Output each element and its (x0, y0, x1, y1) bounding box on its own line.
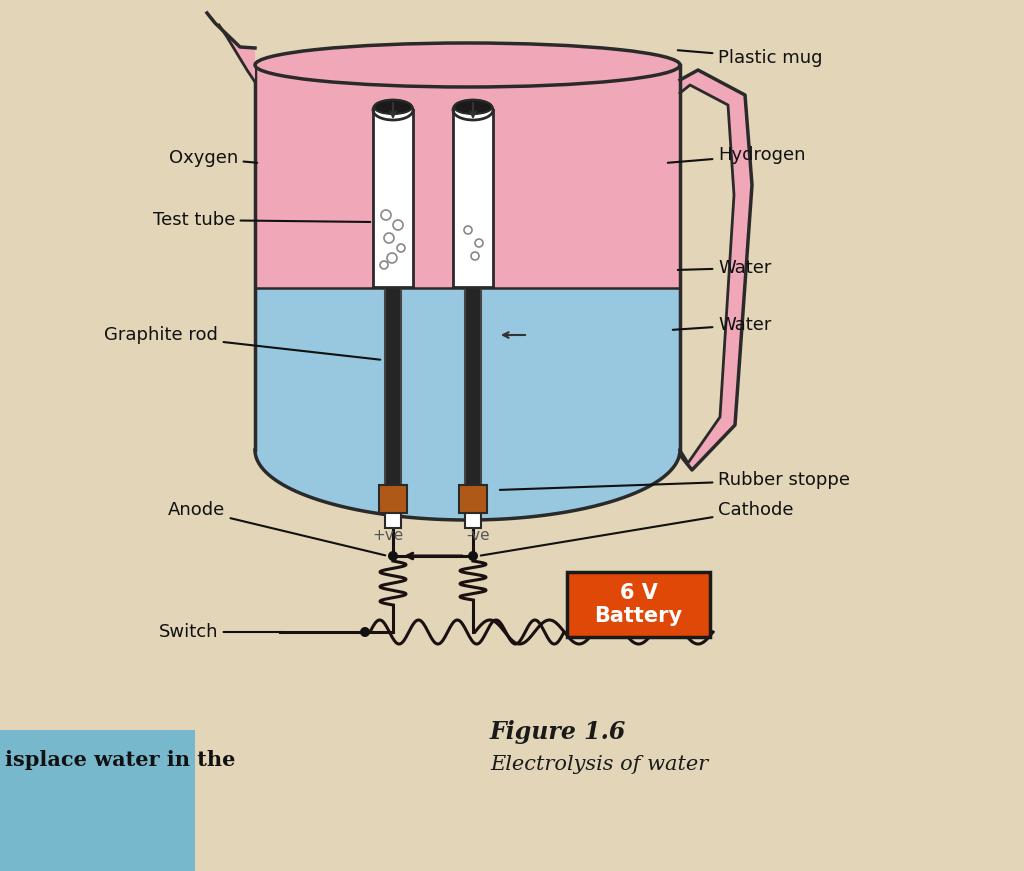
Circle shape (388, 551, 398, 561)
FancyBboxPatch shape (567, 572, 710, 637)
Circle shape (360, 627, 370, 637)
Bar (379, 485, 407, 513)
Text: +ve: +ve (373, 528, 403, 543)
Text: Cathode: Cathode (480, 501, 794, 556)
Bar (465, 113, 481, 485)
Polygon shape (680, 70, 752, 470)
Text: Electrolysis of water: Electrolysis of water (490, 755, 709, 774)
Polygon shape (255, 65, 680, 288)
Text: Anode: Anode (168, 501, 385, 556)
Ellipse shape (453, 100, 493, 120)
Text: isplace water in the: isplace water in the (5, 750, 236, 770)
Text: Test tube: Test tube (153, 211, 371, 229)
Text: 6 V
Battery: 6 V Battery (595, 583, 683, 626)
Polygon shape (255, 288, 680, 520)
Text: Graphite rod: Graphite rod (104, 326, 380, 360)
Bar (385, 113, 401, 485)
Bar (465, 513, 481, 528)
Ellipse shape (255, 43, 680, 87)
Bar (459, 485, 487, 513)
Bar (0, 730, 195, 871)
Text: Switch: Switch (159, 623, 283, 641)
Bar (373, 110, 413, 287)
Circle shape (468, 551, 478, 561)
Text: Water: Water (678, 259, 771, 277)
Bar (385, 513, 401, 528)
Text: Plastic mug: Plastic mug (678, 49, 822, 67)
Text: Rubber stoppe: Rubber stoppe (500, 471, 850, 490)
Bar (453, 110, 493, 287)
Text: Oxygen: Oxygen (169, 149, 257, 167)
Text: Water: Water (673, 316, 771, 334)
Text: -ve: -ve (466, 528, 489, 543)
Text: Figure 1.6: Figure 1.6 (490, 720, 627, 744)
Ellipse shape (373, 100, 413, 120)
Text: Hydrogen: Hydrogen (668, 146, 806, 164)
Polygon shape (207, 13, 255, 82)
Ellipse shape (374, 100, 412, 114)
Ellipse shape (454, 100, 492, 114)
